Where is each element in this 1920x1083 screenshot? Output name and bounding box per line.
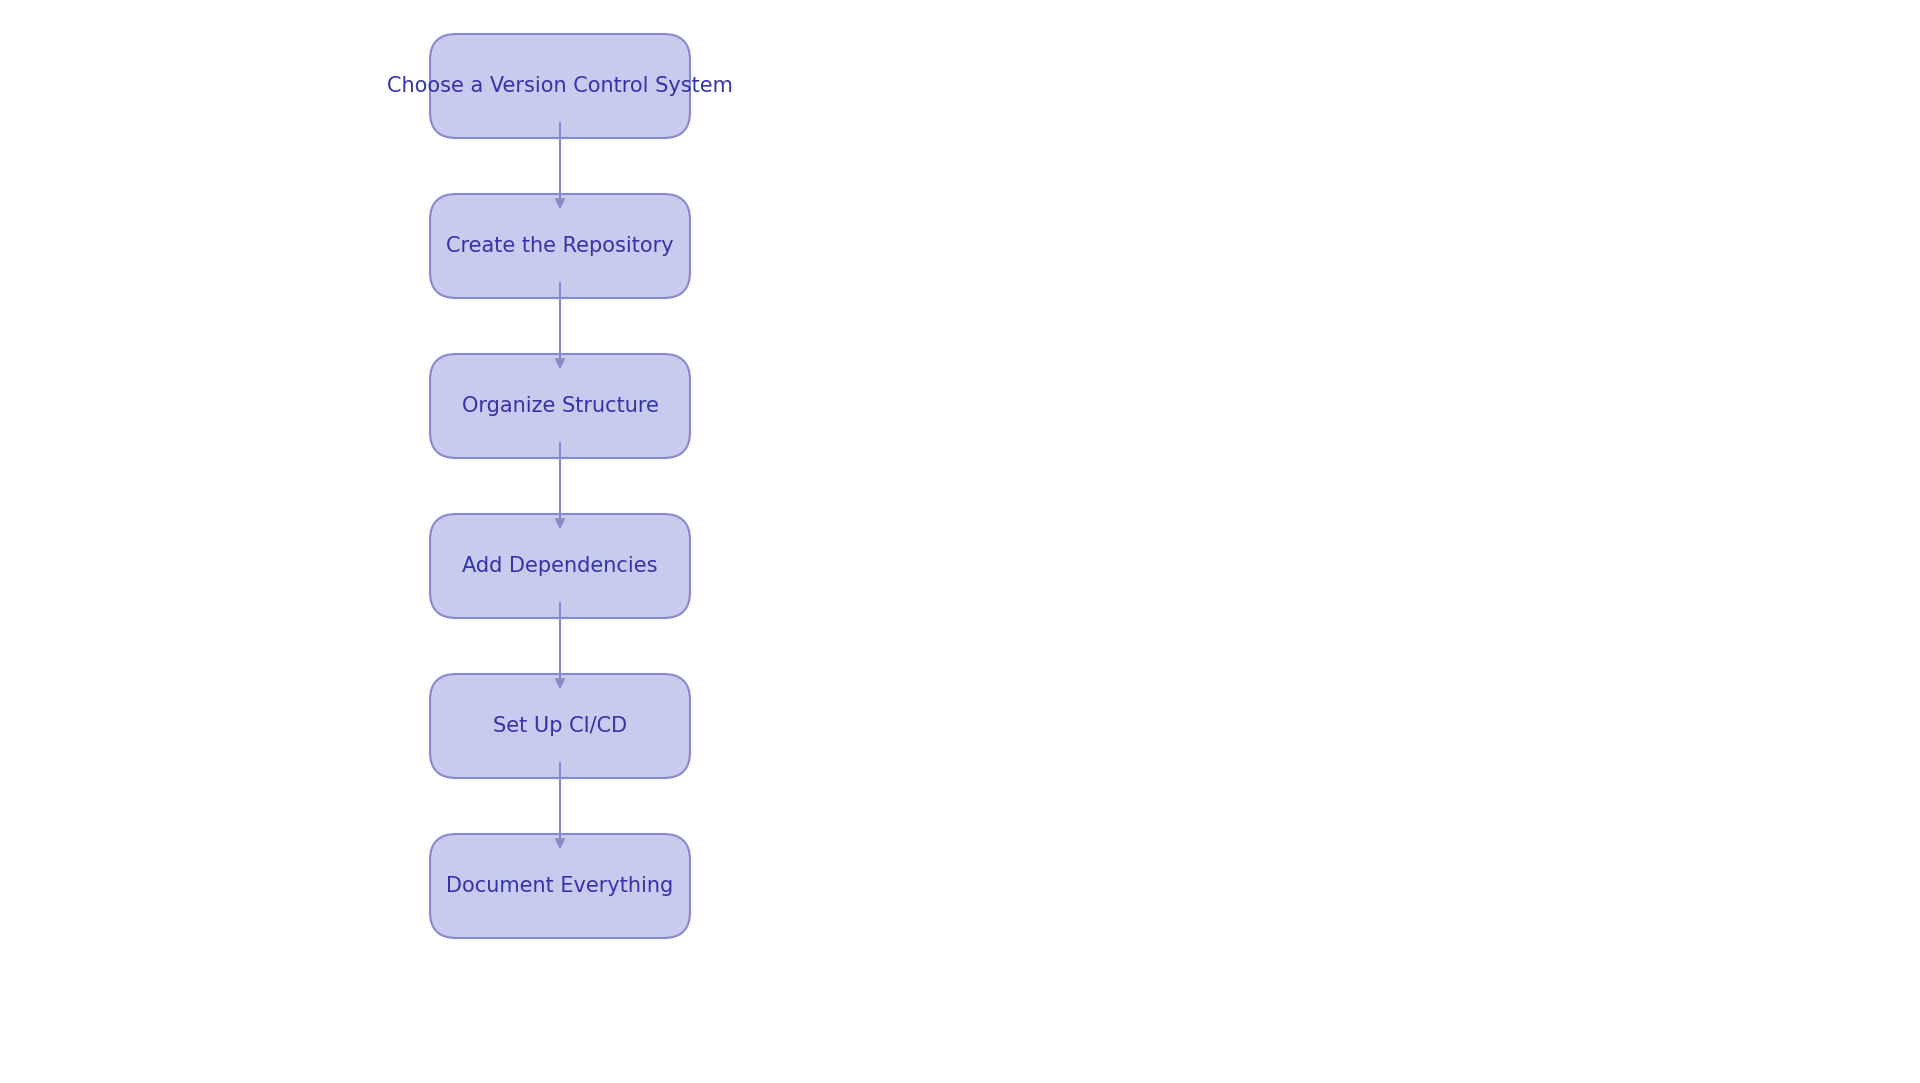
Text: Create the Repository: Create the Repository	[445, 236, 674, 256]
Text: Organize Structure: Organize Structure	[461, 396, 659, 416]
FancyBboxPatch shape	[430, 194, 689, 298]
Text: Document Everything: Document Everything	[445, 876, 674, 896]
FancyBboxPatch shape	[430, 674, 689, 778]
FancyBboxPatch shape	[430, 34, 689, 138]
FancyBboxPatch shape	[430, 354, 689, 458]
Text: Add Dependencies: Add Dependencies	[463, 556, 659, 576]
Text: Set Up CI/CD: Set Up CI/CD	[493, 716, 628, 736]
FancyBboxPatch shape	[430, 834, 689, 938]
FancyBboxPatch shape	[430, 514, 689, 618]
Text: Choose a Version Control System: Choose a Version Control System	[388, 76, 733, 96]
